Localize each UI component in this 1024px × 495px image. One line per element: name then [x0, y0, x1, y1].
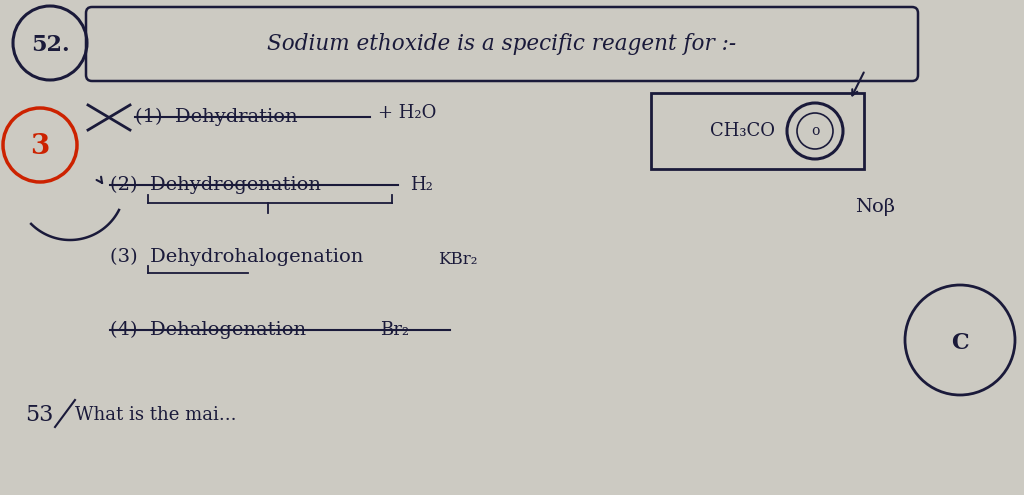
Text: (1)  Dehydration: (1) Dehydration [135, 108, 298, 126]
Text: (3)  Dehydrohalogenation: (3) Dehydrohalogenation [110, 248, 364, 266]
Text: (2)  Dehydrogenation: (2) Dehydrogenation [110, 176, 321, 194]
Text: 53: 53 [25, 404, 53, 426]
Text: C: C [951, 332, 969, 354]
Text: (4)  Dehalogenation: (4) Dehalogenation [110, 321, 306, 339]
Text: 3: 3 [31, 134, 49, 160]
Text: Noβ: Noβ [855, 198, 895, 216]
Text: What is the mai...: What is the mai... [75, 406, 237, 424]
Text: Br₂: Br₂ [380, 321, 410, 339]
Text: o: o [811, 124, 819, 138]
Text: Sodium ethoxide is a specific reagent for :-: Sodium ethoxide is a specific reagent fo… [267, 33, 736, 55]
Text: + H₂O: + H₂O [378, 104, 436, 122]
Text: H₂: H₂ [410, 176, 433, 194]
Text: 52.: 52. [31, 34, 70, 56]
Text: KBr₂: KBr₂ [438, 250, 477, 267]
Text: CH₃CO: CH₃CO [710, 122, 775, 140]
